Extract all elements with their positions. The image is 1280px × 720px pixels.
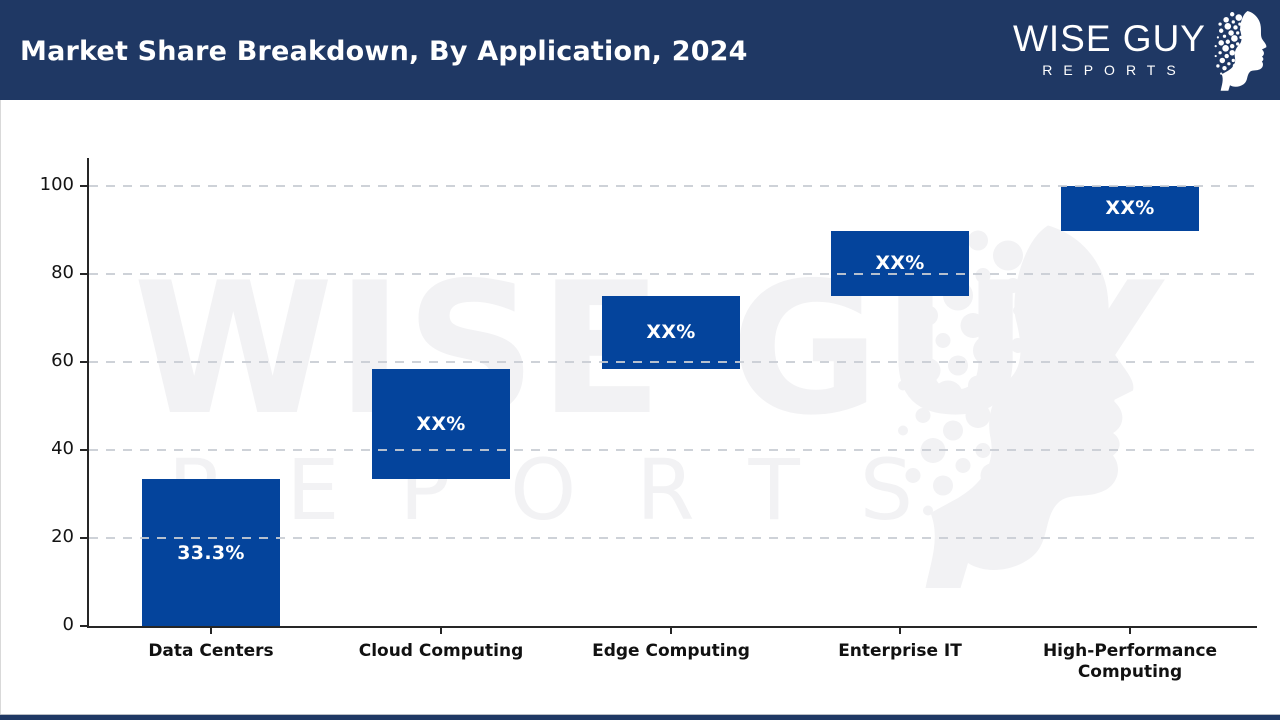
bar: 33.3% xyxy=(142,479,280,626)
x-tick-mark xyxy=(1129,627,1131,634)
gridline xyxy=(89,449,1256,451)
y-tick-mark xyxy=(80,185,88,187)
footer-strip xyxy=(0,714,1280,720)
y-tick-label: 40 xyxy=(51,438,74,459)
y-tick-mark xyxy=(80,537,88,539)
x-tick-label: High-Performance Computing xyxy=(1042,641,1218,683)
gridline xyxy=(89,273,1256,275)
bar: XX% xyxy=(1061,186,1199,231)
y-tick-mark xyxy=(80,449,88,451)
gridline xyxy=(89,185,1256,187)
y-tick-mark xyxy=(80,361,88,363)
x-tick-label: Data Centers xyxy=(148,641,274,661)
y-tick-mark xyxy=(80,625,88,627)
y-tick-label: 60 xyxy=(51,350,74,371)
x-tick-label: Enterprise IT xyxy=(838,641,962,661)
y-axis-spine xyxy=(87,158,89,628)
logo-brand-text: WISE GUY xyxy=(1012,18,1206,59)
bar: XX% xyxy=(372,368,510,480)
y-tick-label: 80 xyxy=(51,262,74,283)
logo-sub-text: REPORTS xyxy=(1042,61,1187,78)
x-tick-label: Edge Computing xyxy=(592,641,750,661)
header-bar: Market Share Breakdown, By Application, … xyxy=(0,0,1280,100)
gridline xyxy=(89,361,1256,363)
y-tick-mark xyxy=(80,273,88,275)
bar-value-label: XX% xyxy=(646,321,696,344)
bar-value-label: 33.3% xyxy=(177,541,245,564)
gridline xyxy=(89,537,1256,539)
bar-value-label: XX% xyxy=(416,413,466,436)
y-tick-label: 0 xyxy=(62,614,74,635)
x-axis-spine xyxy=(87,626,1257,628)
x-tick-mark xyxy=(670,627,672,634)
x-tick-mark xyxy=(440,627,442,634)
x-tick-mark xyxy=(210,627,212,634)
bar: XX% xyxy=(831,230,969,296)
chart-title: Market Share Breakdown, By Application, … xyxy=(20,36,748,67)
y-tick-label: 20 xyxy=(51,526,74,547)
bar: XX% xyxy=(602,296,740,369)
x-tick-label: Cloud Computing xyxy=(358,641,524,661)
brand-logo: WISE GUY REPORTS xyxy=(1012,18,1206,78)
logo-head-icon xyxy=(1214,10,1267,91)
bar-value-label: XX% xyxy=(875,252,925,275)
x-tick-mark xyxy=(899,627,901,634)
y-tick-label: 100 xyxy=(39,174,74,195)
bar-value-label: XX% xyxy=(1105,197,1155,220)
